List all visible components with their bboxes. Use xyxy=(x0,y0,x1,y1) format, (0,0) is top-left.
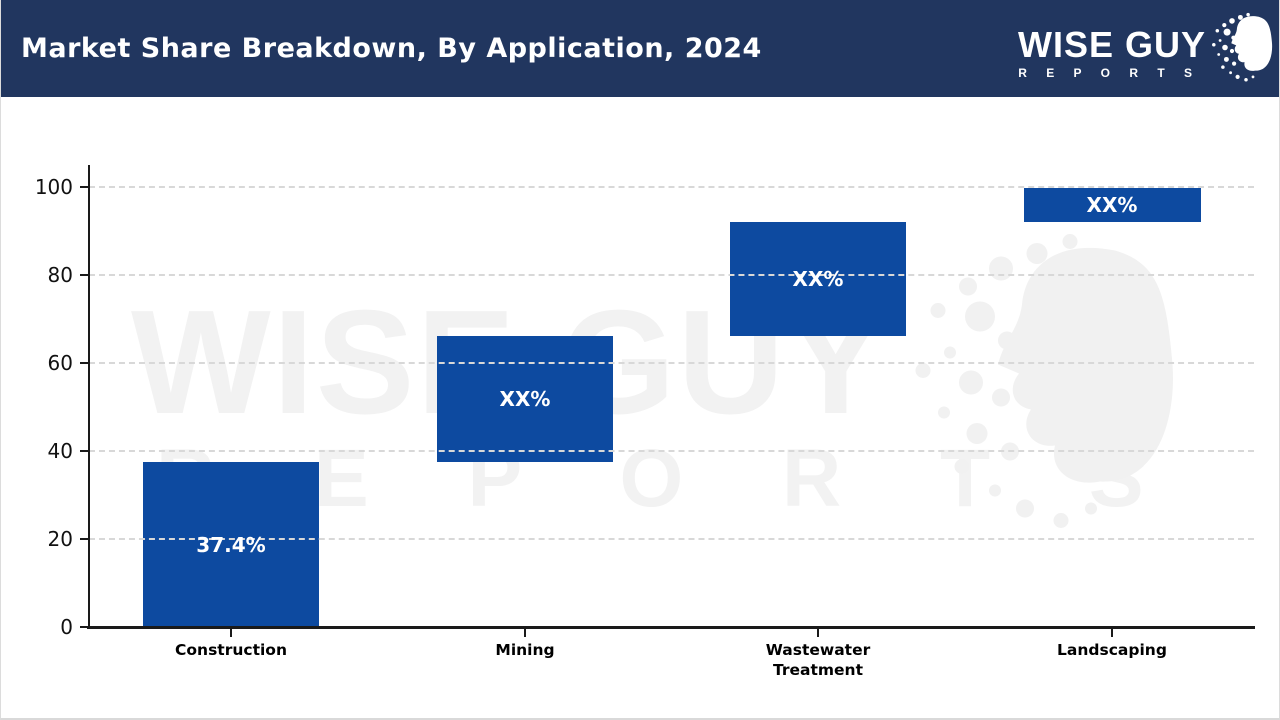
x-tick-mark xyxy=(1111,629,1113,637)
y-axis-line xyxy=(88,165,90,629)
bar-landscaping xyxy=(1024,188,1201,222)
y-tick-label: 60 xyxy=(47,351,73,375)
y-tick-label: 40 xyxy=(47,439,73,463)
y-tick-mark xyxy=(80,626,88,628)
wiseguy-logo: WISE GUY R E P O R T S xyxy=(1006,8,1274,90)
gridline-60 xyxy=(89,362,1254,364)
y-tick-label: 100 xyxy=(34,175,73,199)
watermark-face-icon xyxy=(881,225,1181,574)
x-axis-line xyxy=(87,626,1255,629)
x-category-label-wastewater-treatment: Wastewater Treatment xyxy=(765,641,871,679)
page-title: Market Share Breakdown, By Application, … xyxy=(21,33,762,64)
gridline-40 xyxy=(89,450,1254,452)
y-tick-label: 20 xyxy=(47,527,73,551)
y-tick-label: 80 xyxy=(47,263,73,287)
gridline-80 xyxy=(89,274,1254,276)
y-tick-mark xyxy=(80,538,88,540)
x-category-label-landscaping: Landscaping xyxy=(1057,641,1167,659)
y-tick-mark xyxy=(80,450,88,452)
x-tick-mark xyxy=(230,629,232,637)
y-tick-mark xyxy=(80,274,88,276)
bar-mining xyxy=(437,336,613,462)
watermark-sub-text: R E P O R T S xyxy=(156,433,1182,524)
bar-value-label: 37.4% xyxy=(196,533,266,557)
y-tick-mark xyxy=(80,186,88,188)
bar-value-label: XX% xyxy=(499,387,551,411)
gridline-100 xyxy=(89,186,1254,188)
bar-value-label: XX% xyxy=(1086,193,1138,217)
x-tick-mark xyxy=(524,629,526,637)
logo-brand-text: WISE GUY xyxy=(1017,24,1206,65)
y-tick-label: 0 xyxy=(60,615,73,639)
logo-sub-text: R E P O R T S xyxy=(1018,66,1200,80)
y-tick-mark xyxy=(80,362,88,364)
gridline-20 xyxy=(89,538,1254,540)
wiseguy-face-icon xyxy=(1204,10,1274,96)
bar-construction xyxy=(143,462,319,627)
x-category-label-construction: Construction xyxy=(175,641,287,659)
x-tick-mark xyxy=(817,629,819,637)
x-category-label-mining: Mining xyxy=(495,641,555,659)
bar-value-label: XX% xyxy=(792,267,844,291)
bar-wastewater-treatment xyxy=(730,222,906,336)
header-band: Market Share Breakdown, By Application, … xyxy=(1,0,1279,97)
